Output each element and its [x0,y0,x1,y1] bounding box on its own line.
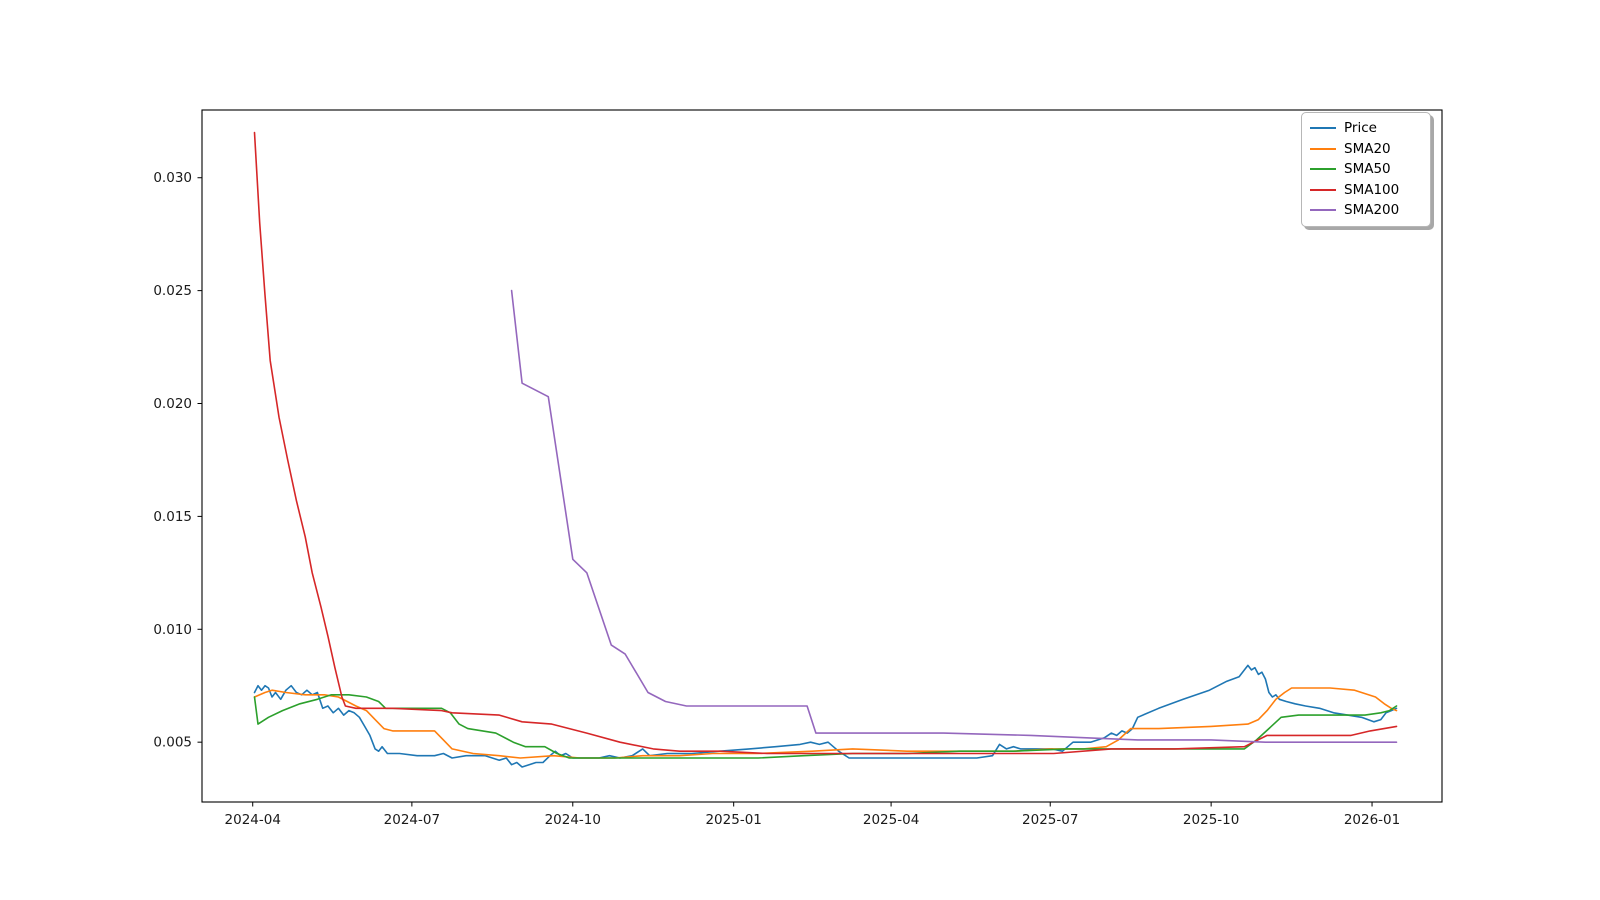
sma20-line-swatch [1310,147,1336,150]
legend-label: SMA200 [1344,202,1400,219]
axes-frame [201,109,1443,803]
x-tick-label: 2024-07 [384,812,440,828]
legend-item-sma200: SMA200 [1310,200,1421,221]
sma100-line-swatch [1310,188,1336,191]
sma200-line-swatch [1310,209,1336,212]
legend-label: Price [1344,120,1377,137]
legend-label: SMA20 [1344,140,1391,157]
chart-legend: Price SMA20 SMA50 SMA100 SMA200 [1301,112,1431,227]
series-line-price [253,664,1398,768]
series-line-sma100 [253,131,1398,755]
x-tick-label: 2024-04 [225,812,281,828]
legend-item-sma50: SMA50 [1310,159,1421,180]
series-line-sma50 [253,693,1398,759]
y-tick-label: 0.030 [153,170,192,186]
legend-label: SMA100 [1344,181,1400,198]
price-line-swatch [1310,127,1336,130]
y-tick-label: 0.020 [153,396,192,412]
y-tick-label: 0.005 [153,735,192,751]
x-tick-label: 2025-04 [863,812,919,828]
x-tick-label: 2025-07 [1022,812,1078,828]
legend-label: SMA50 [1344,161,1391,178]
sma50-line-swatch [1310,168,1336,171]
series-line-sma200 [510,289,1398,744]
y-tick-label: 0.010 [153,622,192,638]
legend-item-price: Price [1310,118,1421,139]
series-line-sma20 [253,687,1398,759]
x-tick-label: 2025-01 [705,812,761,828]
y-tick-label: 0.025 [153,283,192,299]
x-tick-label: 2026-01 [1344,812,1400,828]
legend-item-sma100: SMA100 [1310,180,1421,201]
legend-item-sma20: SMA20 [1310,139,1421,160]
x-tick-label: 2024-10 [545,812,601,828]
y-tick-label: 0.015 [153,509,192,525]
x-tick-label: 2025-10 [1183,812,1239,828]
